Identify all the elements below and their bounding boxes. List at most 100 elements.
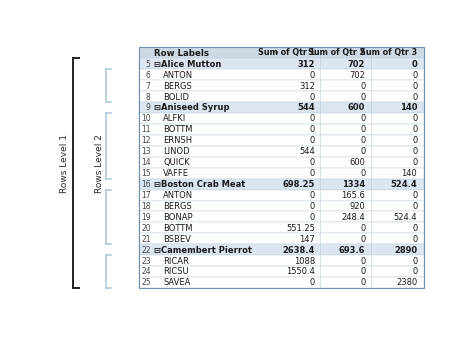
- Bar: [139, 47, 423, 288]
- Bar: [139, 233, 423, 244]
- Bar: [139, 244, 423, 255]
- Text: 147: 147: [299, 235, 315, 244]
- Text: 2890: 2890: [394, 246, 417, 255]
- Text: ⊟Camembert Pierrot: ⊟Camembert Pierrot: [154, 246, 252, 255]
- Text: 0: 0: [360, 82, 365, 91]
- Text: 0: 0: [412, 191, 417, 200]
- Text: LINOD: LINOD: [163, 147, 190, 156]
- Text: 165.6: 165.6: [341, 191, 365, 200]
- Text: 18: 18: [141, 202, 151, 211]
- Text: 0: 0: [360, 114, 365, 123]
- Bar: [139, 113, 423, 124]
- Text: 0: 0: [412, 93, 417, 102]
- Text: 19: 19: [141, 213, 151, 222]
- Text: 698.25: 698.25: [283, 180, 315, 189]
- Text: 23: 23: [141, 257, 151, 265]
- Text: BOTTM: BOTTM: [163, 125, 192, 134]
- Text: ALFKI: ALFKI: [163, 114, 186, 123]
- Text: 0: 0: [360, 147, 365, 156]
- Text: RICSU: RICSU: [163, 267, 189, 277]
- Text: 0: 0: [412, 82, 417, 91]
- Text: 524.4: 524.4: [394, 213, 417, 222]
- Text: 13: 13: [141, 147, 151, 156]
- Bar: [139, 102, 423, 113]
- Text: Rows Level 2: Rows Level 2: [95, 134, 104, 193]
- Text: Sum of Qtr 2: Sum of Qtr 2: [308, 48, 365, 58]
- Text: 0: 0: [310, 278, 315, 287]
- Text: 702: 702: [348, 60, 365, 69]
- Bar: [139, 222, 423, 233]
- Text: 9: 9: [146, 103, 151, 113]
- Text: ANTON: ANTON: [163, 71, 193, 80]
- Bar: [139, 190, 423, 201]
- Text: 0: 0: [412, 202, 417, 211]
- Text: 0: 0: [360, 257, 365, 265]
- Bar: [139, 146, 423, 157]
- Text: 12: 12: [141, 136, 151, 145]
- Text: 0: 0: [412, 114, 417, 123]
- Text: 312: 312: [298, 60, 315, 69]
- Text: ⊟Alice Mutton: ⊟Alice Mutton: [154, 60, 221, 69]
- Text: 0: 0: [310, 191, 315, 200]
- Text: BOTTM: BOTTM: [163, 224, 192, 233]
- Text: 0: 0: [310, 93, 315, 102]
- Text: 7: 7: [146, 82, 151, 91]
- Text: Sum of Qtr 1: Sum of Qtr 1: [258, 48, 315, 58]
- Text: 312: 312: [299, 82, 315, 91]
- Text: Row Labels: Row Labels: [154, 48, 209, 58]
- Text: 11: 11: [141, 125, 151, 134]
- Text: 0: 0: [360, 278, 365, 287]
- Text: 25: 25: [141, 278, 151, 287]
- Text: BERGS: BERGS: [163, 82, 192, 91]
- Text: BSBEV: BSBEV: [163, 235, 191, 244]
- Text: 0: 0: [360, 169, 365, 178]
- Text: 0: 0: [310, 169, 315, 178]
- Text: ▾: ▾: [275, 50, 278, 56]
- Text: 0: 0: [412, 235, 417, 244]
- Text: 0: 0: [412, 136, 417, 145]
- Text: 6: 6: [146, 71, 151, 80]
- Text: 0: 0: [412, 158, 417, 167]
- Text: 0: 0: [412, 257, 417, 265]
- Text: 0: 0: [310, 114, 315, 123]
- Text: 0: 0: [360, 93, 365, 102]
- Text: 0: 0: [412, 125, 417, 134]
- Text: 0: 0: [310, 136, 315, 145]
- Text: 17: 17: [141, 191, 151, 200]
- Text: 21: 21: [141, 235, 151, 244]
- Text: 693.6: 693.6: [339, 246, 365, 255]
- Text: 248.4: 248.4: [342, 213, 365, 222]
- Text: 1334: 1334: [342, 180, 365, 189]
- Bar: [139, 47, 423, 58]
- Text: ⊟Aniseed Syrup: ⊟Aniseed Syrup: [154, 103, 229, 113]
- Bar: [139, 168, 423, 179]
- Text: 920: 920: [350, 202, 365, 211]
- Text: ANTON: ANTON: [163, 191, 193, 200]
- Text: 10: 10: [141, 114, 151, 123]
- Text: RICAR: RICAR: [163, 257, 189, 265]
- Bar: [139, 135, 423, 146]
- Bar: [139, 255, 423, 266]
- Text: 140: 140: [400, 103, 417, 113]
- Text: 0: 0: [310, 158, 315, 167]
- Text: Rows Level 1: Rows Level 1: [60, 134, 69, 193]
- Text: 0: 0: [310, 71, 315, 80]
- Text: 0: 0: [360, 267, 365, 277]
- Text: 0: 0: [412, 224, 417, 233]
- Text: 0: 0: [360, 224, 365, 233]
- Bar: [139, 201, 423, 212]
- Text: 0: 0: [360, 235, 365, 244]
- Text: 524.4: 524.4: [391, 180, 417, 189]
- Bar: [139, 266, 423, 277]
- Text: 0: 0: [360, 136, 365, 145]
- Text: 22: 22: [141, 246, 151, 255]
- Text: BOLID: BOLID: [163, 93, 189, 102]
- Bar: [139, 277, 423, 288]
- Text: SAVEA: SAVEA: [163, 278, 191, 287]
- Text: 2380: 2380: [396, 278, 417, 287]
- Text: 5: 5: [146, 60, 151, 69]
- Text: 140: 140: [401, 169, 417, 178]
- Text: ⊟Boston Crab Meat: ⊟Boston Crab Meat: [154, 180, 245, 189]
- Text: 8: 8: [146, 93, 151, 102]
- Text: 20: 20: [141, 224, 151, 233]
